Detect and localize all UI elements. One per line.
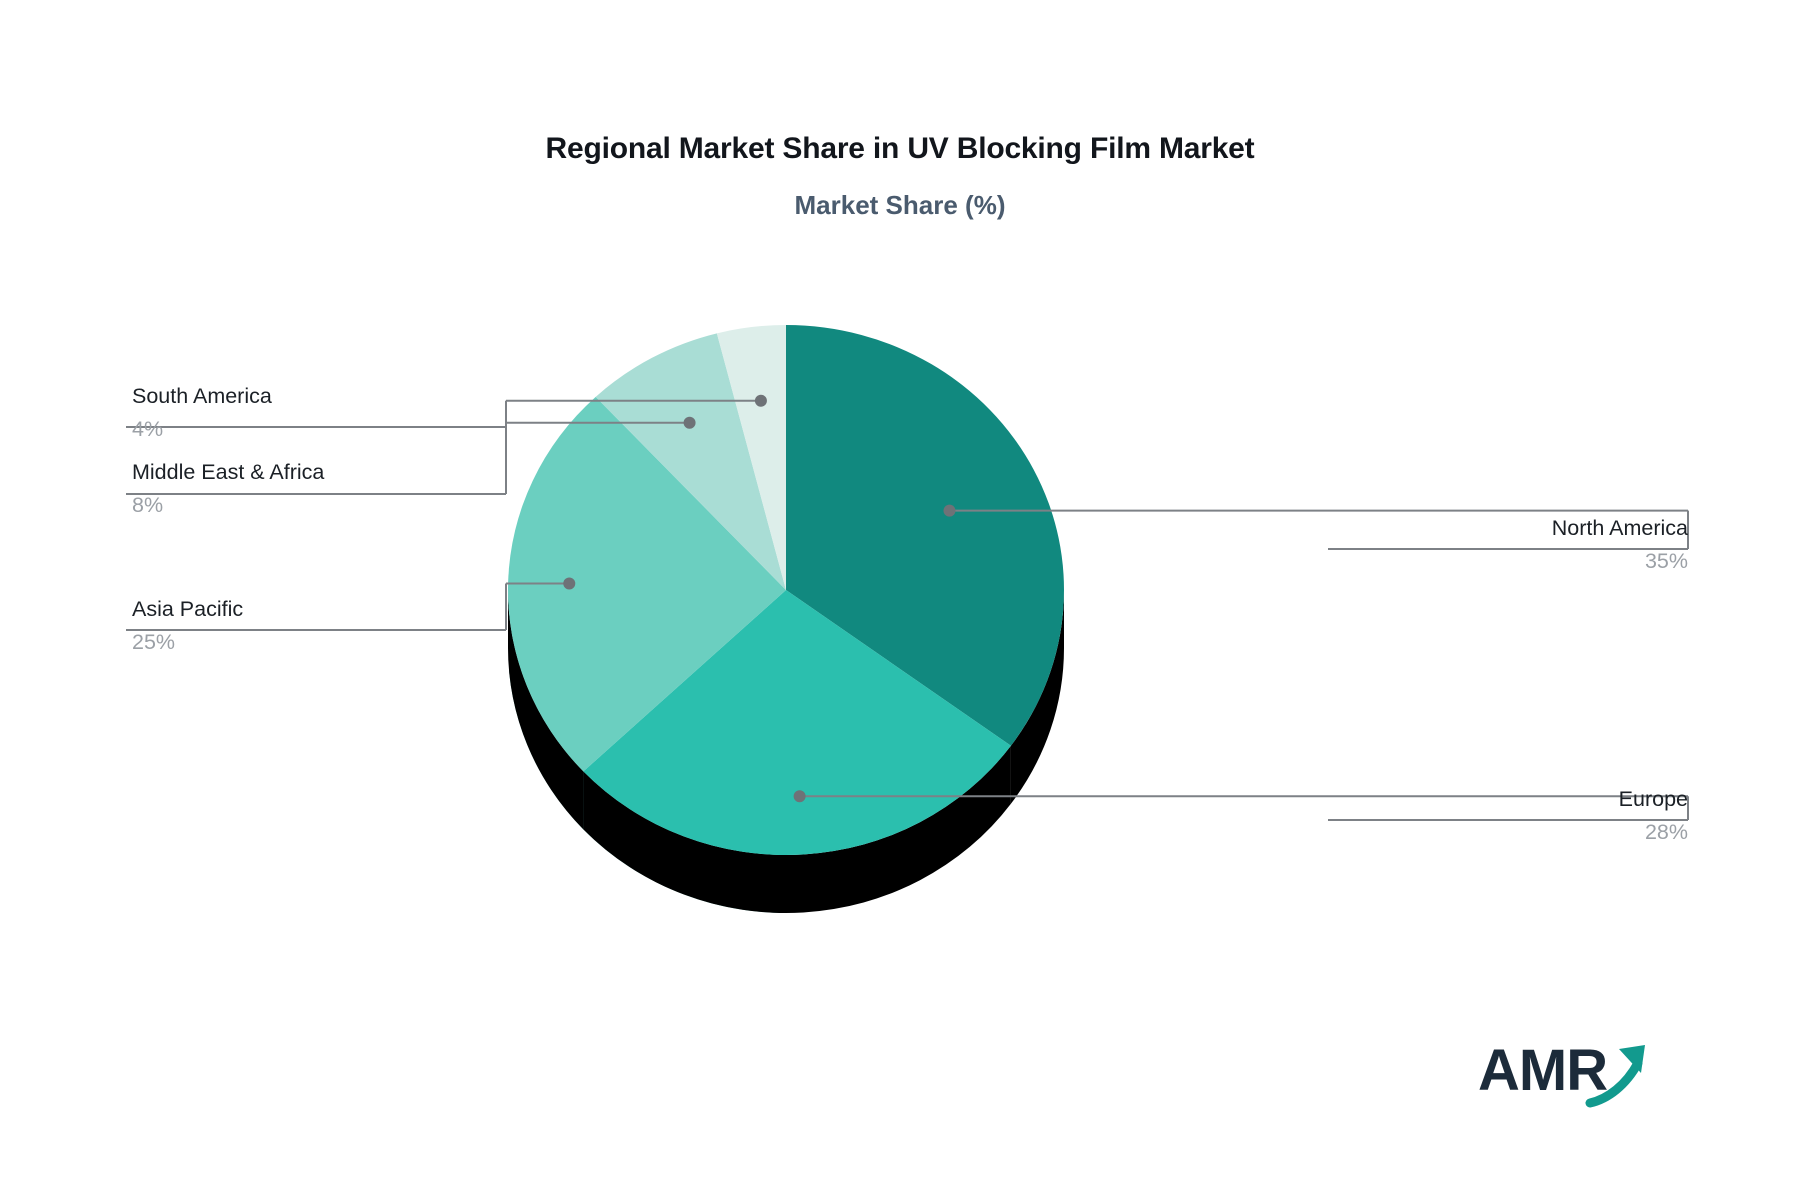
leader-anchor-dot-asia-pacific xyxy=(563,577,576,590)
pie-label-name: South America xyxy=(132,384,272,408)
amr-logo: AMR xyxy=(1478,1027,1658,1113)
pie-slice-side-asia-pacific xyxy=(508,590,584,830)
pie-label-south-america: South America 4% xyxy=(132,383,272,443)
pie-label-value: 35% xyxy=(1644,548,1688,573)
page-title: Regional Market Share in UV Blocking Fil… xyxy=(545,132,1255,165)
pie-label-value: 28% xyxy=(1644,819,1688,844)
pie-3d-side-group xyxy=(508,590,1064,913)
pie-label-name: North America xyxy=(1551,516,1688,540)
pie-label-name: Middle East & Africa xyxy=(132,460,325,484)
pie-label-name: Asia Pacific xyxy=(132,597,244,621)
growth-arrow-icon xyxy=(1585,1045,1645,1108)
pie-label-asia-pacific: Asia Pacific 25% xyxy=(132,596,243,656)
pie-slice-north-america[interactable] xyxy=(786,325,1064,746)
pie-label-name: Europe xyxy=(1618,787,1688,811)
leader-anchor-dot-north-america xyxy=(943,504,956,517)
pie-slice-asia-pacific[interactable] xyxy=(508,396,786,772)
pie-slice-middle-east-africa[interactable] xyxy=(595,333,786,590)
leader-anchor-dot-south-america xyxy=(754,394,767,407)
pie-slice-side-europe xyxy=(583,745,1011,913)
pie-slice-south-america[interactable] xyxy=(716,325,786,590)
pie-label-north-america: North America 35% xyxy=(1552,515,1688,575)
pie-label-middle-east-africa: Middle East & Africa 8% xyxy=(132,459,324,519)
leader-anchor-dot-middle-east-africa xyxy=(683,416,696,429)
pie-label-value: 25% xyxy=(132,629,176,654)
leader-line-group xyxy=(126,394,1689,821)
pie-slice-europe[interactable] xyxy=(583,590,1011,855)
pie-label-europe: Europe 28% xyxy=(1619,786,1688,846)
amr-logo-text: AMR xyxy=(1478,1038,1608,1103)
pie-label-value: 8% xyxy=(132,492,164,517)
pie-slice-group xyxy=(508,325,1064,855)
leader-anchor-dot-europe xyxy=(793,790,806,803)
chart-subtitle: Market Share (%) xyxy=(794,190,1006,220)
pie-slice-side-north-america xyxy=(1010,590,1064,804)
pie-label-value: 4% xyxy=(132,416,164,441)
